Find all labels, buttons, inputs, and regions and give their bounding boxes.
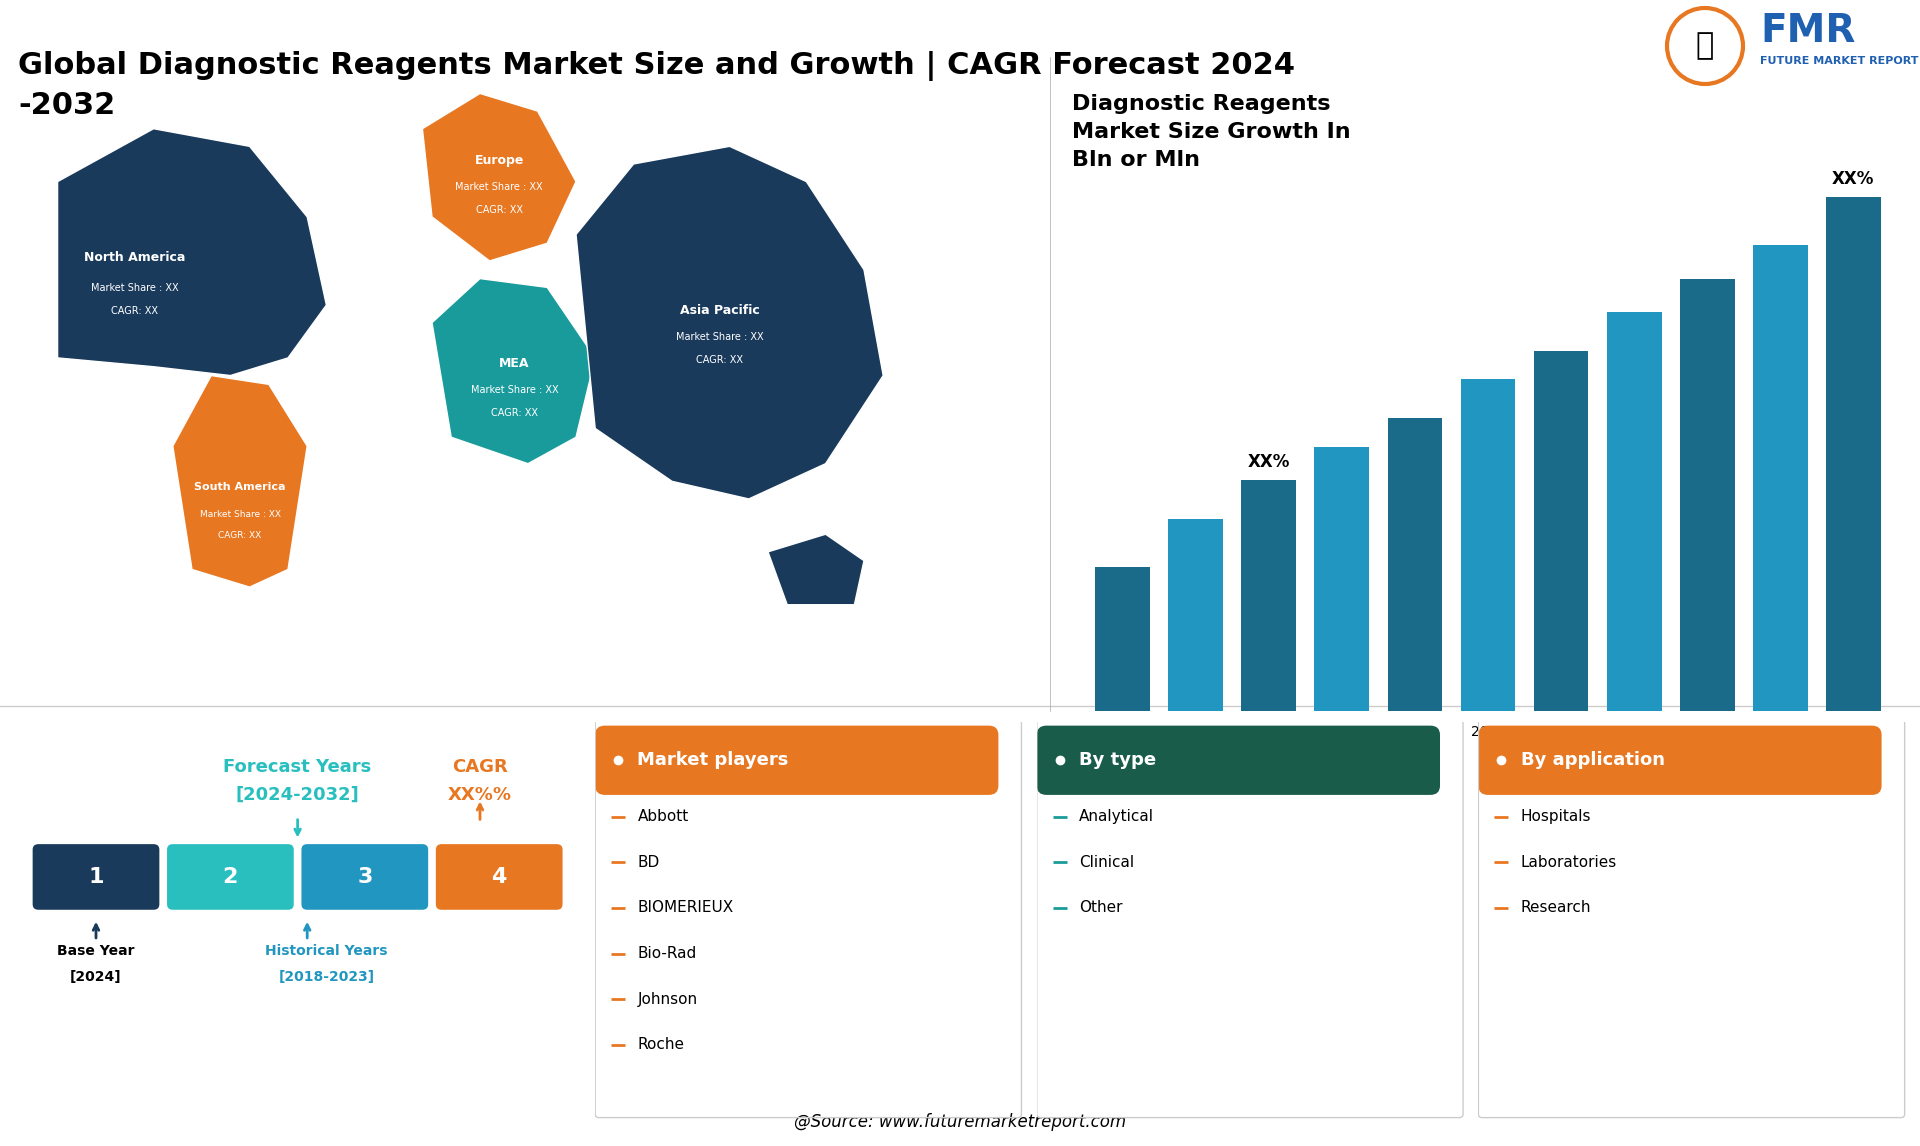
Text: 4: 4 (492, 868, 507, 887)
Text: Base Year: Base Year (58, 944, 134, 958)
Text: Clinical: Clinical (1079, 855, 1135, 870)
Text: Historical Years: Historical Years (265, 944, 388, 958)
Text: Laboratories: Laboratories (1521, 855, 1617, 870)
FancyBboxPatch shape (1478, 725, 1882, 795)
Text: Market Share : XX: Market Share : XX (455, 182, 543, 193)
Polygon shape (768, 534, 864, 605)
Bar (1753, 245, 1807, 711)
Text: CAGR: XX: CAGR: XX (476, 205, 522, 215)
Text: Market Share : XX: Market Share : XX (90, 283, 179, 293)
Text: 2023: 2023 (1179, 725, 1213, 739)
Polygon shape (58, 128, 326, 376)
FancyBboxPatch shape (1037, 725, 1440, 795)
Text: 1: 1 (88, 868, 104, 887)
Text: Abbott: Abbott (637, 809, 689, 824)
Text: Analytical: Analytical (1079, 809, 1154, 824)
FancyBboxPatch shape (595, 725, 998, 795)
Text: South America: South America (194, 482, 286, 492)
Text: Roche: Roche (637, 1037, 684, 1052)
Text: 2026: 2026 (1398, 725, 1432, 739)
Text: 2025: 2025 (1325, 725, 1359, 739)
Text: Hospitals: Hospitals (1521, 809, 1592, 824)
Text: Market players: Market players (637, 752, 789, 769)
Text: By type: By type (1079, 752, 1156, 769)
Text: CAGR: XX: CAGR: XX (697, 355, 743, 366)
Text: Market Share : XX: Market Share : XX (200, 510, 280, 519)
Text: CAGR: CAGR (451, 759, 509, 777)
Text: CAGR: XX: CAGR: XX (111, 306, 157, 316)
Bar (1242, 480, 1296, 711)
Bar (1461, 379, 1515, 711)
Text: 2032: 2032 (1836, 725, 1870, 739)
Text: CAGR: XX: CAGR: XX (492, 408, 538, 418)
FancyBboxPatch shape (167, 845, 294, 910)
Text: Johnson: Johnson (637, 991, 697, 1006)
Text: BD: BD (637, 855, 660, 870)
Bar (1680, 278, 1734, 711)
Bar (1534, 351, 1588, 711)
Text: Europe: Europe (474, 154, 524, 167)
Text: XX%: XX% (1832, 170, 1874, 188)
Bar (1315, 447, 1369, 711)
Text: Market Share : XX: Market Share : XX (470, 385, 559, 395)
Polygon shape (173, 376, 307, 587)
Polygon shape (576, 147, 883, 499)
Text: Market Share : XX: Market Share : XX (676, 332, 764, 343)
Text: 2022: 2022 (1106, 725, 1140, 739)
FancyBboxPatch shape (436, 845, 563, 910)
Text: Diagnostic Reagents
Market Size Growth In
Bln or Mln: Diagnostic Reagents Market Size Growth I… (1071, 94, 1350, 171)
Text: 3: 3 (357, 868, 372, 887)
Text: 2024: 2024 (1252, 725, 1286, 739)
Text: Other: Other (1079, 901, 1123, 916)
Text: [2018-2023]: [2018-2023] (278, 970, 374, 984)
Text: 2030: 2030 (1690, 725, 1724, 739)
Polygon shape (422, 94, 576, 261)
Text: Global Diagnostic Reagents Market Size and Growth | CAGR Forecast 2024: Global Diagnostic Reagents Market Size a… (17, 52, 1294, 81)
Text: BIOMERIEUX: BIOMERIEUX (637, 901, 733, 916)
Text: @Source: www.futuremarketreport.com: @Source: www.futuremarketreport.com (795, 1113, 1125, 1131)
Text: [2024-2032]: [2024-2032] (236, 786, 359, 803)
Text: By application: By application (1521, 752, 1665, 769)
Text: 2029: 2029 (1617, 725, 1651, 739)
Bar (1607, 312, 1661, 711)
Text: FUTURE MARKET REPORT: FUTURE MARKET REPORT (1761, 56, 1918, 66)
Text: North America: North America (84, 251, 184, 264)
Text: -2032: -2032 (17, 91, 115, 120)
Text: Forecast Years: Forecast Years (223, 759, 372, 777)
Text: FMR: FMR (1761, 11, 1855, 50)
Bar (1094, 566, 1150, 711)
Text: 2031: 2031 (1763, 725, 1797, 739)
Text: Asia Pacific: Asia Pacific (680, 304, 760, 316)
Text: Bio-Rad: Bio-Rad (637, 947, 697, 961)
Polygon shape (432, 278, 595, 464)
Text: 2028: 2028 (1544, 725, 1578, 739)
FancyBboxPatch shape (33, 845, 159, 910)
Bar (1388, 418, 1442, 711)
Bar (1826, 197, 1882, 711)
Text: Research: Research (1521, 901, 1592, 916)
Bar (1169, 519, 1223, 711)
Text: MEA: MEA (499, 356, 530, 370)
Text: 2: 2 (223, 868, 238, 887)
FancyBboxPatch shape (301, 845, 428, 910)
Text: 2027: 2027 (1471, 725, 1505, 739)
Text: CAGR: XX: CAGR: XX (219, 531, 261, 540)
Text: XX%: XX% (1248, 453, 1290, 471)
Text: 📢: 📢 (1695, 31, 1715, 61)
Text: XX%%: XX%% (447, 786, 513, 803)
Text: [2024]: [2024] (71, 970, 121, 984)
